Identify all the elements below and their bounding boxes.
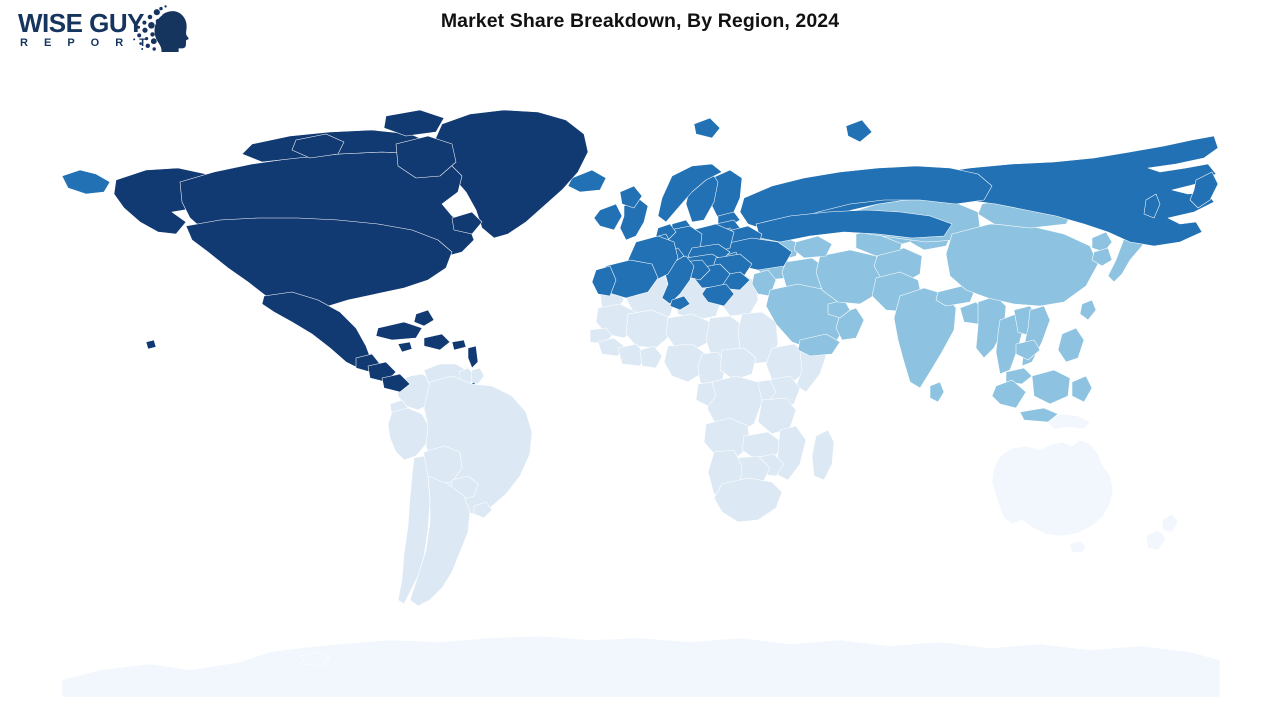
country-russia-kamchatka[interactable] [1190, 172, 1218, 208]
country-scotland[interactable] [620, 186, 642, 208]
country-united-kingdom[interactable] [620, 198, 648, 240]
region-north-america[interactable] [114, 110, 588, 392]
country-argentina[interactable] [410, 476, 470, 606]
country-oman[interactable] [836, 308, 864, 340]
region-oceania[interactable] [992, 414, 1178, 553]
country-taiwan[interactable] [1080, 300, 1096, 320]
country-cuba[interactable] [376, 322, 422, 340]
country-gabon[interactable] [696, 382, 716, 406]
country-niger[interactable] [666, 314, 712, 350]
country-canada-victoria-island[interactable] [292, 134, 344, 158]
country-mali[interactable] [626, 310, 672, 348]
country-antarctic-peninsula[interactable] [300, 652, 330, 666]
country-svalbard[interactable] [694, 118, 720, 138]
country-cambodia[interactable] [1016, 340, 1040, 360]
logo-subword: R E P O R T S [20, 37, 176, 49]
country-bahamas[interactable] [414, 310, 434, 326]
logo-wordmark: WISE GUY [18, 8, 145, 38]
country-mozambique[interactable] [776, 426, 806, 480]
country-iceland[interactable] [568, 170, 606, 192]
country-jamaica[interactable] [398, 342, 412, 352]
country-new-zealand-north[interactable] [1162, 514, 1178, 532]
region-europe[interactable] [62, 118, 1218, 310]
page-title: Market Share Breakdown, By Region, 2024 [440, 10, 840, 32]
country-canada-newfoundland[interactable] [452, 212, 482, 234]
country-australia[interactable] [992, 440, 1113, 536]
country-lesser-antilles[interactable] [468, 346, 478, 368]
region-antarctica[interactable] [62, 636, 1220, 697]
country-hispaniola[interactable] [424, 334, 450, 350]
country-ghana[interactable] [640, 346, 662, 368]
country-central-african-republic[interactable] [720, 348, 756, 380]
country-united-states[interactable] [186, 218, 452, 316]
country-norway[interactable] [658, 164, 722, 222]
country-puerto-rico[interactable] [452, 340, 466, 350]
country-russia-chukotka-west[interactable] [62, 170, 110, 194]
country-china[interactable] [946, 224, 1098, 306]
country-ireland[interactable] [594, 204, 622, 230]
country-iran[interactable] [816, 250, 886, 304]
country-sri-lanka[interactable] [930, 382, 944, 402]
country-portugal[interactable] [592, 266, 616, 296]
country-madagascar[interactable] [812, 430, 834, 480]
chart-header: WISE GUY R E P O R T S [0, 0, 1280, 56]
world-choropleth-map [0, 52, 1280, 720]
country-greece[interactable] [702, 284, 734, 306]
country-ethiopia[interactable] [766, 344, 808, 384]
country-antarctica[interactable] [62, 636, 1220, 697]
country-russia[interactable] [806, 136, 1218, 246]
country-south-africa[interactable] [714, 478, 782, 522]
country-sardinia-sicily[interactable] [670, 296, 690, 310]
country-java[interactable] [1020, 408, 1058, 422]
country-hawaii[interactable] [146, 340, 156, 349]
country-tasmania[interactable] [1070, 541, 1086, 553]
country-suriname[interactable] [471, 368, 484, 384]
country-russia-south[interactable] [756, 210, 952, 242]
country-nigeria[interactable] [664, 344, 706, 382]
country-north-korea[interactable] [1092, 232, 1112, 252]
country-papua-new-guinea[interactable] [1046, 414, 1090, 429]
country-russia-sakhalin[interactable] [1144, 194, 1160, 218]
country-canada-ellesmere[interactable] [384, 110, 444, 136]
country-borneo[interactable] [1032, 370, 1070, 404]
country-costa-rica-panama[interactable] [382, 374, 410, 392]
country-azerbaijan-georgia-armenia[interactable] [794, 236, 832, 258]
country-philippines[interactable] [1058, 328, 1084, 362]
country-south-korea[interactable] [1092, 248, 1112, 266]
region-south-america[interactable] [388, 364, 532, 606]
head-profile-dots-icon [133, 5, 189, 56]
country-sumatra[interactable] [992, 380, 1026, 408]
country-yemen[interactable] [798, 334, 840, 356]
region-asia-pacific[interactable] [730, 196, 1158, 422]
country-uruguay[interactable] [474, 502, 492, 518]
country-canada-baffin[interactable] [396, 136, 456, 178]
country-sulawesi[interactable] [1072, 376, 1092, 402]
world-map-svg [0, 52, 1280, 720]
country-angola[interactable] [704, 418, 750, 458]
country-peru[interactable] [388, 408, 430, 460]
country-novaya-zemlya[interactable] [846, 120, 872, 142]
country-new-zealand-south[interactable] [1146, 530, 1166, 550]
country-malaysia[interactable] [1006, 368, 1032, 384]
brand-logo[interactable]: WISE GUY R E P O R T S [12, 4, 197, 56]
